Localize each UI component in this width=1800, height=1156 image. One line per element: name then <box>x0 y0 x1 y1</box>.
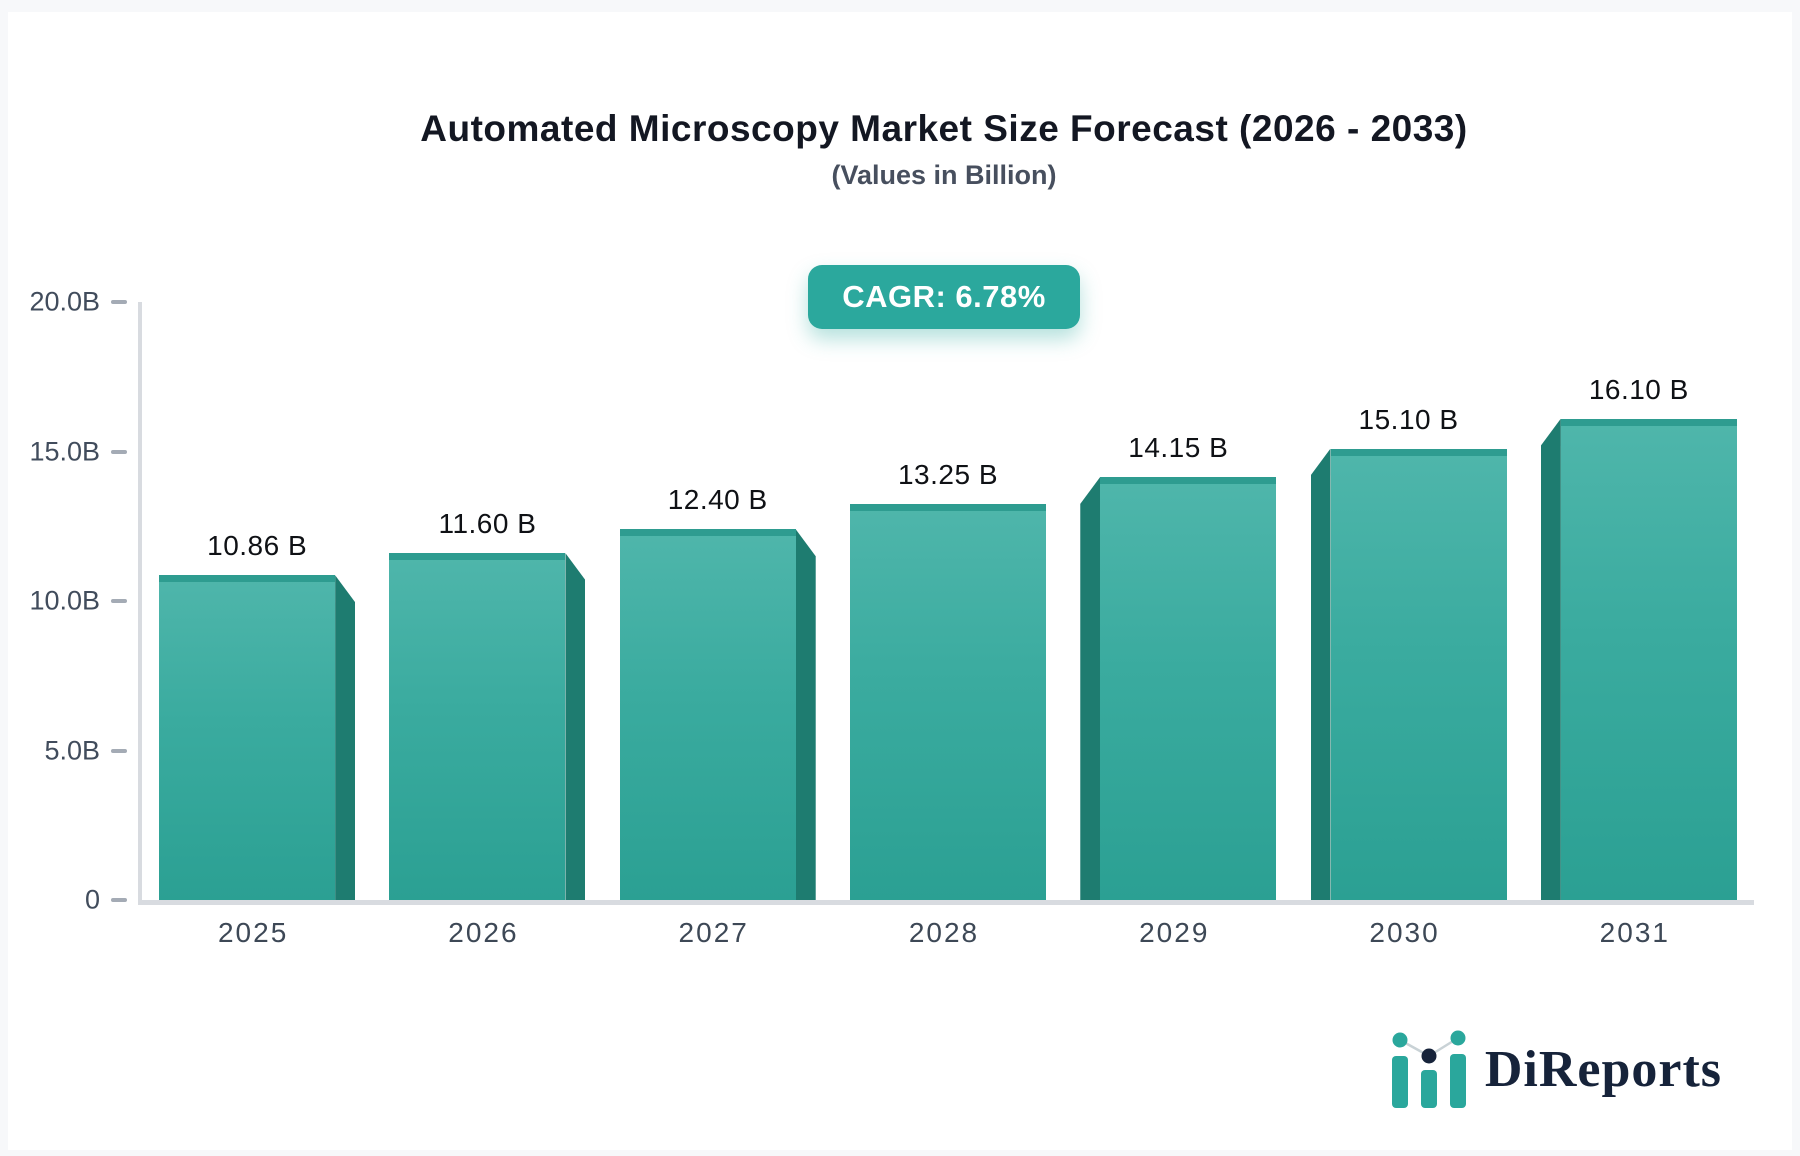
bar-face <box>1100 476 1277 900</box>
bar-value-label-2031: 16.10 B <box>1588 373 1689 405</box>
bar-value-label-2026: 11.60 B <box>438 508 537 540</box>
bar-top-cap <box>1330 448 1507 456</box>
plot-area: 10.86 B 11.60 B 12.40 B 13.25 B 14.15 B 15.10… <box>138 302 1754 905</box>
x-axis-label-2030: 2030 <box>1369 917 1440 948</box>
cagr-badge: CAGR: 6.78% <box>808 265 1080 329</box>
bar-top-cap <box>1560 418 1737 426</box>
x-axis-label-2029: 2029 <box>1139 917 1210 948</box>
bar-value-label-2029: 14.15 B <box>1128 431 1229 463</box>
bar-3d-side <box>1540 418 1561 900</box>
bar-slot-2029: 14.15 B <box>1063 302 1293 900</box>
bar-3d-side <box>795 529 816 900</box>
bar-2026[interactable]: 11.60 B <box>389 508 586 900</box>
bar-line-chart-icon <box>1391 1030 1466 1108</box>
bar-top-cap <box>159 575 336 583</box>
bar-face <box>1560 418 1737 900</box>
direports-logo: DiReports <box>1387 1026 1722 1112</box>
bar-2029[interactable]: 14.15 B <box>1080 432 1277 900</box>
y-tick-mark <box>111 449 127 454</box>
y-axis: 20.0B 15.0B 10.0B 5.0B 0 <box>8 287 138 915</box>
y-tick-mark <box>111 748 127 753</box>
y-tick-mark <box>111 898 127 902</box>
bar-value-label-2025: 10.86 B <box>207 530 308 562</box>
logo-text: DiReports <box>1484 1040 1722 1098</box>
bar-top-cap <box>849 503 1046 511</box>
y-tick-label-10.0B: 10.0B <box>29 585 100 616</box>
bar-2031[interactable]: 16.10 B <box>1540 374 1737 900</box>
bar-face <box>619 529 796 900</box>
x-axis-labels: 2025 2026 2027 2028 2029 2030 2031 <box>138 917 1750 949</box>
bar-value-label-2027: 12.40 B <box>667 484 768 516</box>
x-axis-label-2026: 2026 <box>448 917 519 948</box>
bar-face <box>389 553 566 900</box>
x-axis-label-2027: 2027 <box>678 917 749 948</box>
x-axis-label-2028: 2028 <box>908 917 980 948</box>
bar-slot-2028: 13.25 B <box>833 302 1063 900</box>
bar-value-label-2030: 15.10 B <box>1358 403 1459 435</box>
bar-3d-side <box>335 575 356 900</box>
y-tick-mark <box>111 300 127 304</box>
bar-2025[interactable]: 10.86 B <box>159 530 356 900</box>
y-tick-label-5.0B: 5.0B <box>44 735 100 765</box>
cagr-badge-wrap: CAGR: 6.78% <box>138 265 1750 329</box>
bar-face <box>159 575 336 900</box>
bar-top-cap <box>1100 476 1277 484</box>
bar-2030[interactable]: 15.10 B <box>1310 404 1507 900</box>
x-axis-label-2031: 2031 <box>1599 917 1670 948</box>
bar-top-cap <box>619 529 796 537</box>
chart-subtitle: (Values in Billion) <box>831 160 1057 190</box>
x-axis-label-2025: 2025 <box>217 917 289 948</box>
bar-2027[interactable]: 12.40 B <box>619 484 816 900</box>
bar-slot-2025: 10.86 B <box>142 302 372 900</box>
bar-3d-side <box>1080 476 1101 900</box>
bar-slot-2027: 12.40 B <box>603 302 833 900</box>
bar-2028[interactable]: 13.25 B <box>849 459 1046 900</box>
bars-container: 10.86 B 11.60 B 12.40 B 13.25 B 14.15 B 15.10… <box>142 302 1754 900</box>
bar-slot-2030: 15.10 B <box>1293 302 1523 900</box>
bar-3d-side <box>565 553 586 900</box>
bar-slot-2031: 16.10 B <box>1524 302 1754 900</box>
y-tick-label-0: 0 <box>84 884 100 915</box>
chart-card: Automated Microscopy Market Size Forecas… <box>8 12 1792 1150</box>
y-tick-label-15.0B: 15.0B <box>29 436 100 466</box>
bar-face <box>1330 448 1507 900</box>
bar-top-cap <box>389 553 566 561</box>
y-tick-mark <box>111 599 127 603</box>
chart-title: Automated Microscopy Market Size Forecas… <box>420 108 1468 149</box>
bar-value-label-2028: 13.25 B <box>897 458 998 490</box>
y-tick-label-20.0B: 20.0B <box>29 286 100 317</box>
bar-slot-2026: 11.60 B <box>372 302 602 900</box>
bar-3d-side <box>1310 448 1331 900</box>
bar-face <box>849 503 1046 900</box>
